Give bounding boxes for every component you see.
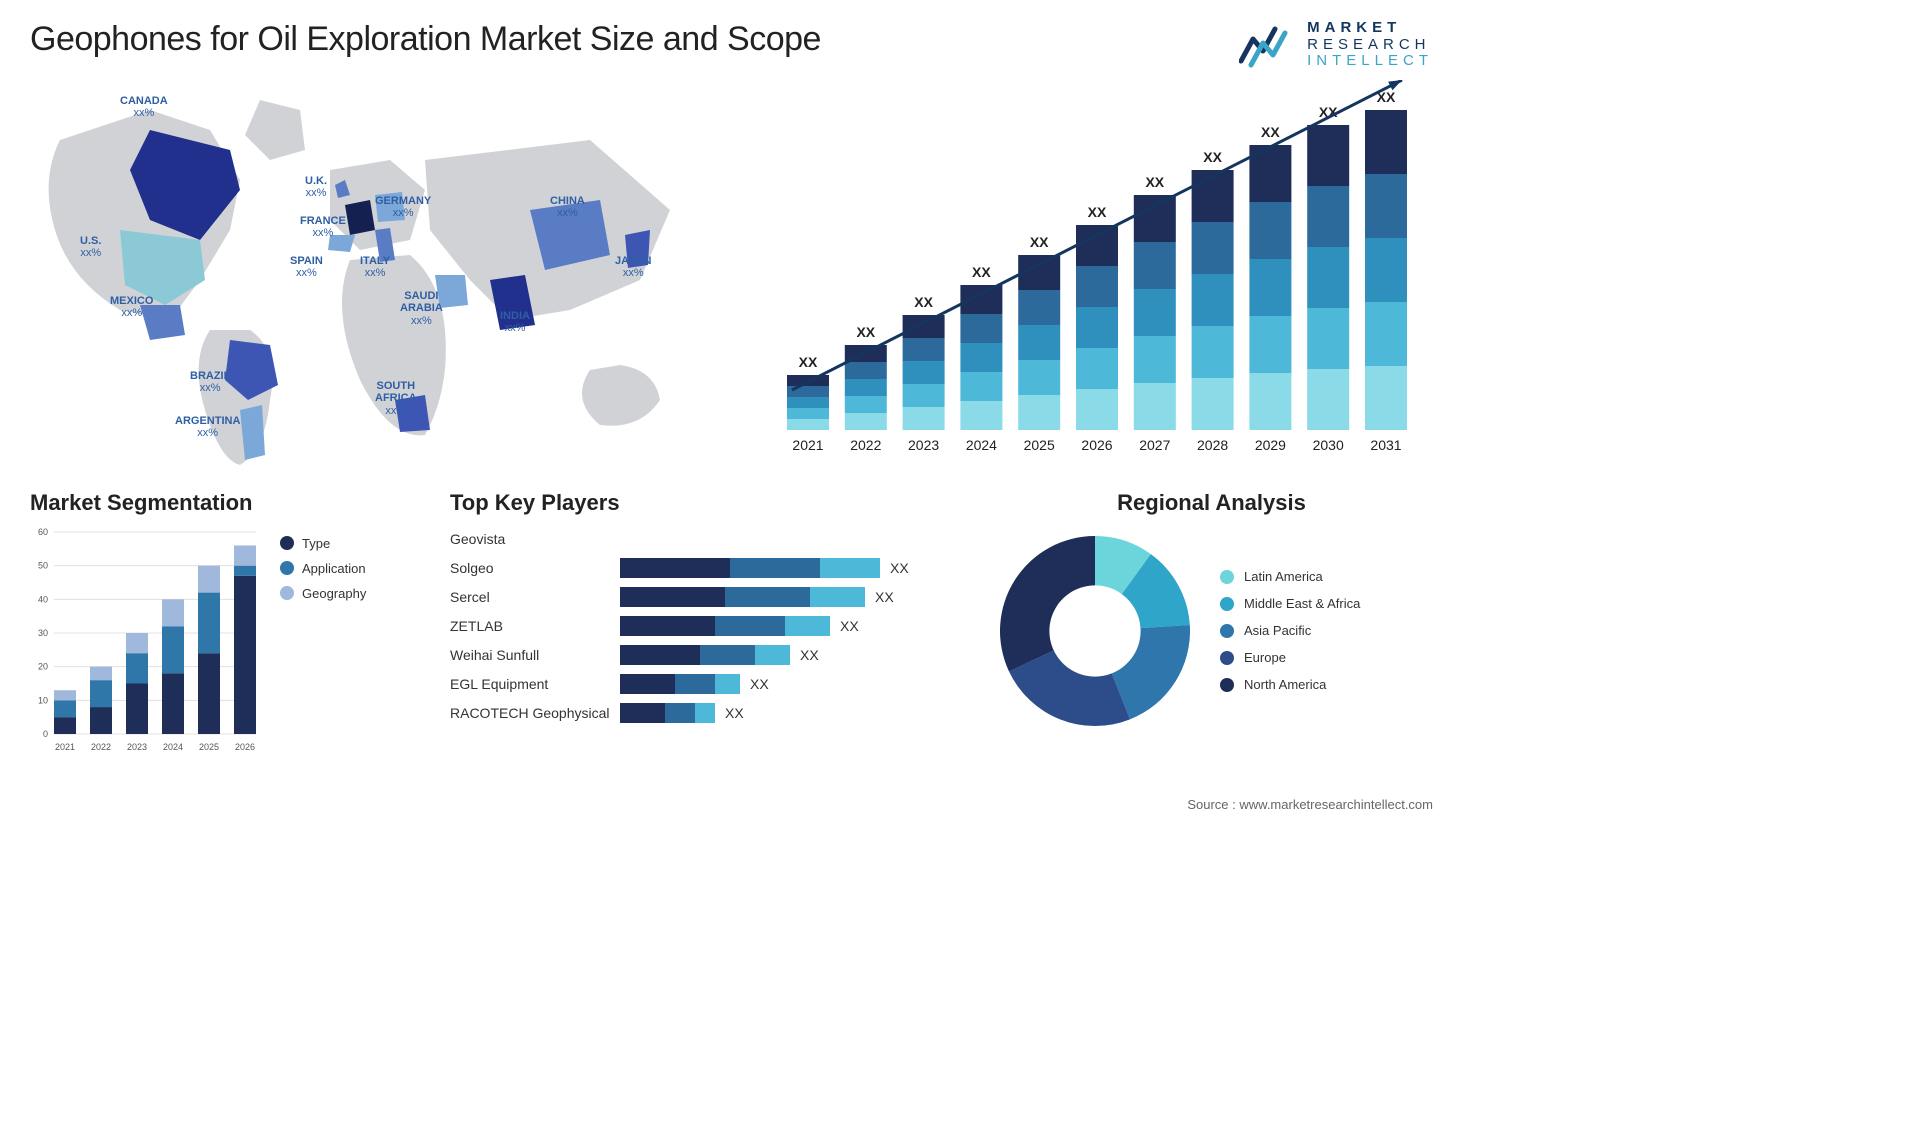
player-row: RACOTECH Geophysical XX (450, 700, 960, 726)
svg-text:XX: XX (1261, 124, 1280, 140)
player-name: Geovista (450, 531, 620, 547)
svg-text:20: 20 (38, 661, 48, 671)
svg-text:XX: XX (1145, 174, 1164, 190)
legend-item: Application (280, 561, 366, 576)
logo-line3: INTELLECT (1307, 53, 1433, 70)
regional-donut (990, 526, 1200, 736)
map-label: CANADAxx% (120, 95, 168, 120)
svg-text:2021: 2021 (792, 437, 823, 453)
segmentation-title: Market Segmentation (30, 490, 420, 516)
svg-text:2022: 2022 (850, 437, 881, 453)
map-label: SAUDIARABIAxx% (400, 290, 443, 328)
svg-text:2023: 2023 (908, 437, 939, 453)
svg-text:2024: 2024 (163, 742, 183, 752)
player-value: XX (725, 705, 744, 721)
svg-text:2027: 2027 (1139, 437, 1170, 453)
legend-item: Middle East & Africa (1220, 596, 1360, 611)
legend-item: North America (1220, 677, 1360, 692)
logo-line1: MARKET (1307, 20, 1433, 37)
svg-text:XX: XX (856, 324, 875, 340)
player-row: ZETLAB XX (450, 613, 960, 639)
svg-text:XX: XX (972, 264, 991, 280)
legend-item: Latin America (1220, 569, 1360, 584)
page-title: Geophones for Oil Exploration Market Siz… (30, 20, 821, 59)
player-row: Weihai Sunfull XX (450, 642, 960, 668)
svg-text:2022: 2022 (91, 742, 111, 752)
svg-text:10: 10 (38, 695, 48, 705)
player-name: Weihai Sunfull (450, 647, 620, 663)
map-label: JAPANxx% (615, 255, 651, 280)
svg-text:2031: 2031 (1370, 437, 1401, 453)
players-title: Top Key Players (450, 490, 960, 516)
svg-text:XX: XX (798, 354, 817, 370)
brand-logo: MARKET RESEARCH INTELLECT (1239, 20, 1433, 70)
map-label: INDIAxx% (500, 310, 530, 335)
svg-text:2030: 2030 (1312, 437, 1343, 453)
svg-text:50: 50 (38, 560, 48, 570)
player-value: XX (840, 618, 859, 634)
segmentation-legend: Type Application Geography (280, 526, 366, 756)
legend-item: Europe (1220, 650, 1360, 665)
svg-text:40: 40 (38, 594, 48, 604)
svg-text:2026: 2026 (1081, 437, 1112, 453)
regional-legend: Latin America Middle East & Africa Asia Pa… (1220, 557, 1360, 704)
svg-text:XX: XX (914, 294, 933, 310)
player-row: Geovista (450, 526, 960, 552)
map-label: U.K.xx% (305, 175, 327, 200)
legend-item: Asia Pacific (1220, 623, 1360, 638)
map-label: ITALYxx% (360, 255, 390, 280)
player-name: EGL Equipment (450, 676, 620, 692)
svg-text:2023: 2023 (127, 742, 147, 752)
map-label: GERMANYxx% (375, 195, 431, 220)
player-name: ZETLAB (450, 618, 620, 634)
segmentation-chart: 0 10 20 30 40 50 60 2021 2022 2023 2024 2025 2026 (30, 526, 260, 756)
svg-text:2025: 2025 (199, 742, 219, 752)
player-value: XX (750, 676, 769, 692)
svg-text:XX: XX (1203, 149, 1222, 165)
player-name: RACOTECH Geophysical (450, 705, 620, 721)
svg-text:0: 0 (43, 729, 48, 739)
player-value: XX (890, 560, 909, 576)
players-chart: GeovistaSolgeoXXSercelXXZETLABXXWeihai S… (450, 526, 960, 726)
map-label: BRAZILxx% (190, 370, 230, 395)
regional-title: Regional Analysis (990, 490, 1433, 516)
map-label: FRANCExx% (300, 215, 346, 240)
svg-text:XX: XX (1087, 204, 1106, 220)
svg-text:XX: XX (1029, 234, 1048, 250)
player-value: XX (875, 589, 894, 605)
svg-text:2021: 2021 (55, 742, 75, 752)
legend-item: Type (280, 536, 366, 551)
player-row: Sercel XX (450, 584, 960, 610)
logo-line2: RESEARCH (1307, 37, 1433, 54)
map-label: ARGENTINAxx% (175, 415, 240, 440)
map-label: U.S.xx% (80, 235, 101, 260)
svg-text:2025: 2025 (1023, 437, 1054, 453)
player-name: Solgeo (450, 560, 620, 576)
map-label: SOUTHAFRICAxx% (375, 380, 417, 418)
map-label: CHINAxx% (550, 195, 585, 220)
legend-item: Geography (280, 586, 366, 601)
player-name: Sercel (450, 589, 620, 605)
world-map: CANADAxx% U.S.xx% MEXICOxx% BRAZILxx% ARGENT… (30, 80, 737, 470)
growth-chart: XX 2021 XX 2022 XX 2023 XX 2024 XX 2025 XX 2026 XX 20… (777, 80, 1434, 470)
source-text: Source : www.marketresearchintellect.com (1187, 797, 1433, 812)
player-row: Solgeo XX (450, 555, 960, 581)
svg-text:60: 60 (38, 527, 48, 537)
svg-text:30: 30 (38, 628, 48, 638)
player-row: EGL Equipment XX (450, 671, 960, 697)
map-label: SPAINxx% (290, 255, 323, 280)
svg-text:2029: 2029 (1254, 437, 1285, 453)
svg-text:2028: 2028 (1197, 437, 1228, 453)
player-value: XX (800, 647, 819, 663)
svg-text:2026: 2026 (235, 742, 255, 752)
map-label: MEXICOxx% (110, 295, 153, 320)
svg-text:2024: 2024 (965, 437, 996, 453)
